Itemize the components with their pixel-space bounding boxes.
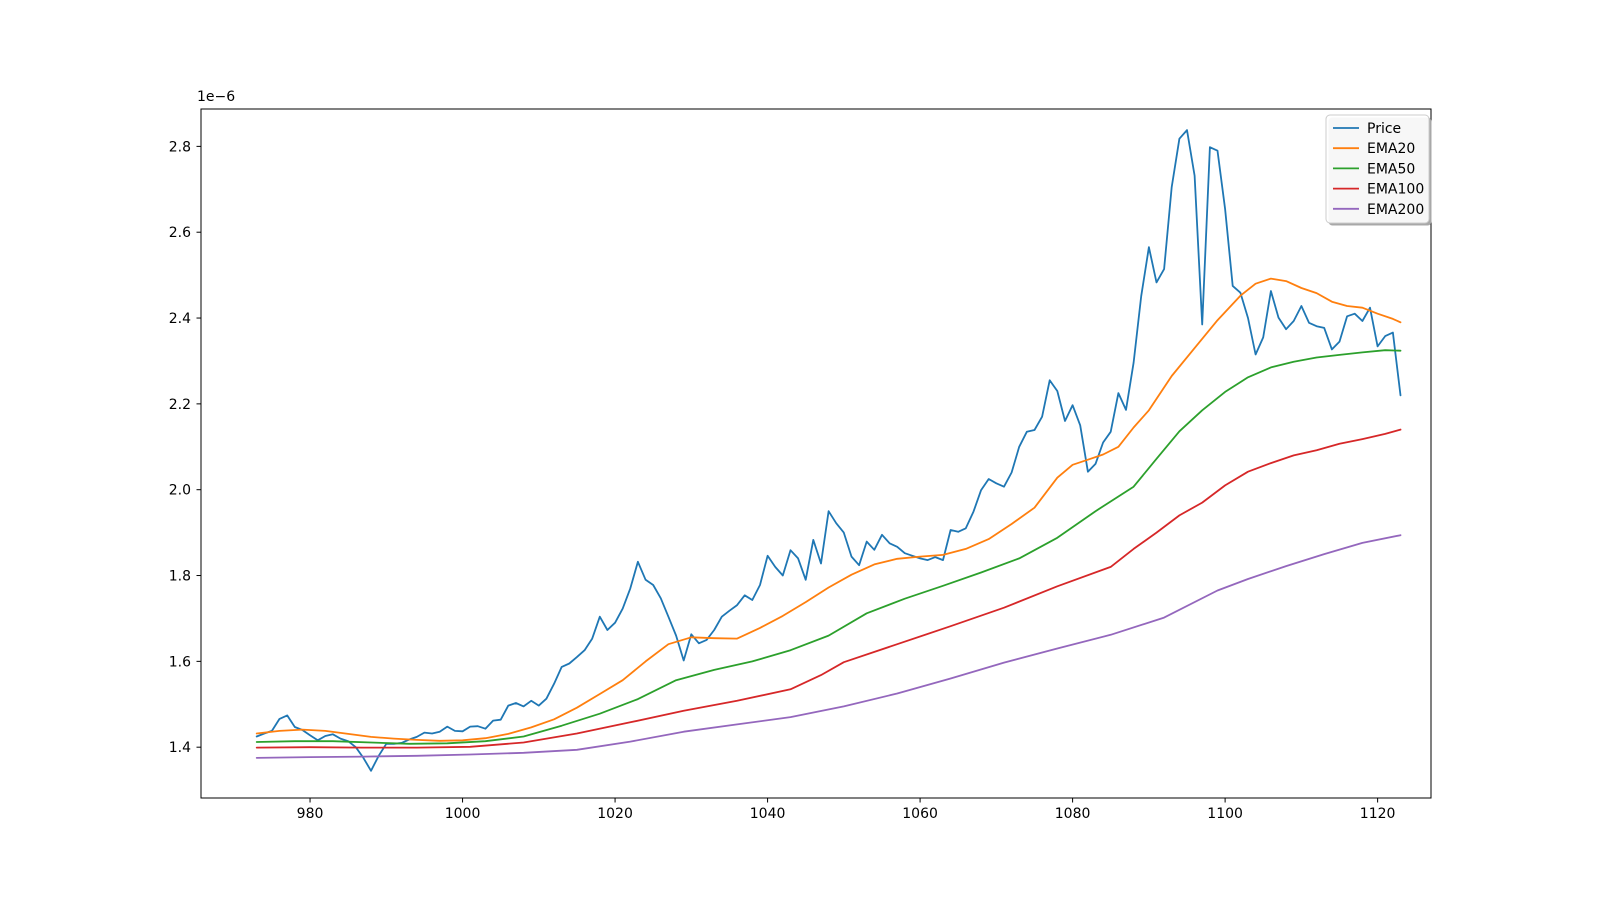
legend-label-price: Price <box>1367 121 1401 137</box>
legend-frame <box>1325 114 1430 224</box>
x-tick-label: 1060 <box>902 806 938 822</box>
series-line-ema50 <box>255 349 1402 745</box>
legend-label-ema20: EMA20 <box>1367 141 1415 157</box>
legend-label-ema200: EMA200 <box>1367 202 1424 218</box>
y-tick-label: 2.4 <box>169 311 191 327</box>
y-axis-ticks: 1.4 1.6 1.8 2.0 2.2 2.4 2.6 2.8 <box>169 139 201 756</box>
y-tick-label: 1.4 <box>169 740 191 756</box>
series-line-price <box>255 129 1402 772</box>
x-tick-label: 1040 <box>750 806 786 822</box>
x-tick-label: 1100 <box>1207 806 1243 822</box>
x-tick-label: 980 <box>297 806 324 822</box>
legend-label-ema50: EMA50 <box>1367 161 1415 177</box>
axes-frame <box>200 108 1432 799</box>
y-axis-offset-label: 1e−6 <box>197 89 235 105</box>
y-tick-label: 2.6 <box>169 225 191 241</box>
series-line-ema200 <box>255 534 1402 759</box>
x-tick-label: 1120 <box>1360 806 1396 822</box>
legend-label-ema100: EMA100 <box>1367 182 1424 198</box>
series-line-ema100 <box>255 428 1402 749</box>
x-tick-label: 1080 <box>1055 806 1091 822</box>
y-tick-label: 2.8 <box>169 139 191 155</box>
x-tick-label: 1020 <box>597 806 633 822</box>
y-tick-label: 1.8 <box>169 569 191 585</box>
legend-box: Price EMA20 EMA50 EMA100 EMA200 <box>1325 114 1432 226</box>
series-line-ema20 <box>255 277 1402 742</box>
series-lines <box>255 129 1402 772</box>
y-tick-label: 1.6 <box>169 654 191 670</box>
x-axis-ticks: 980 1000 1020 1040 1060 1080 1100 1120 <box>297 798 1396 822</box>
y-tick-label: 2.0 <box>169 483 191 499</box>
y-tick-label: 2.2 <box>169 397 191 413</box>
x-tick-label: 1000 <box>445 806 481 822</box>
